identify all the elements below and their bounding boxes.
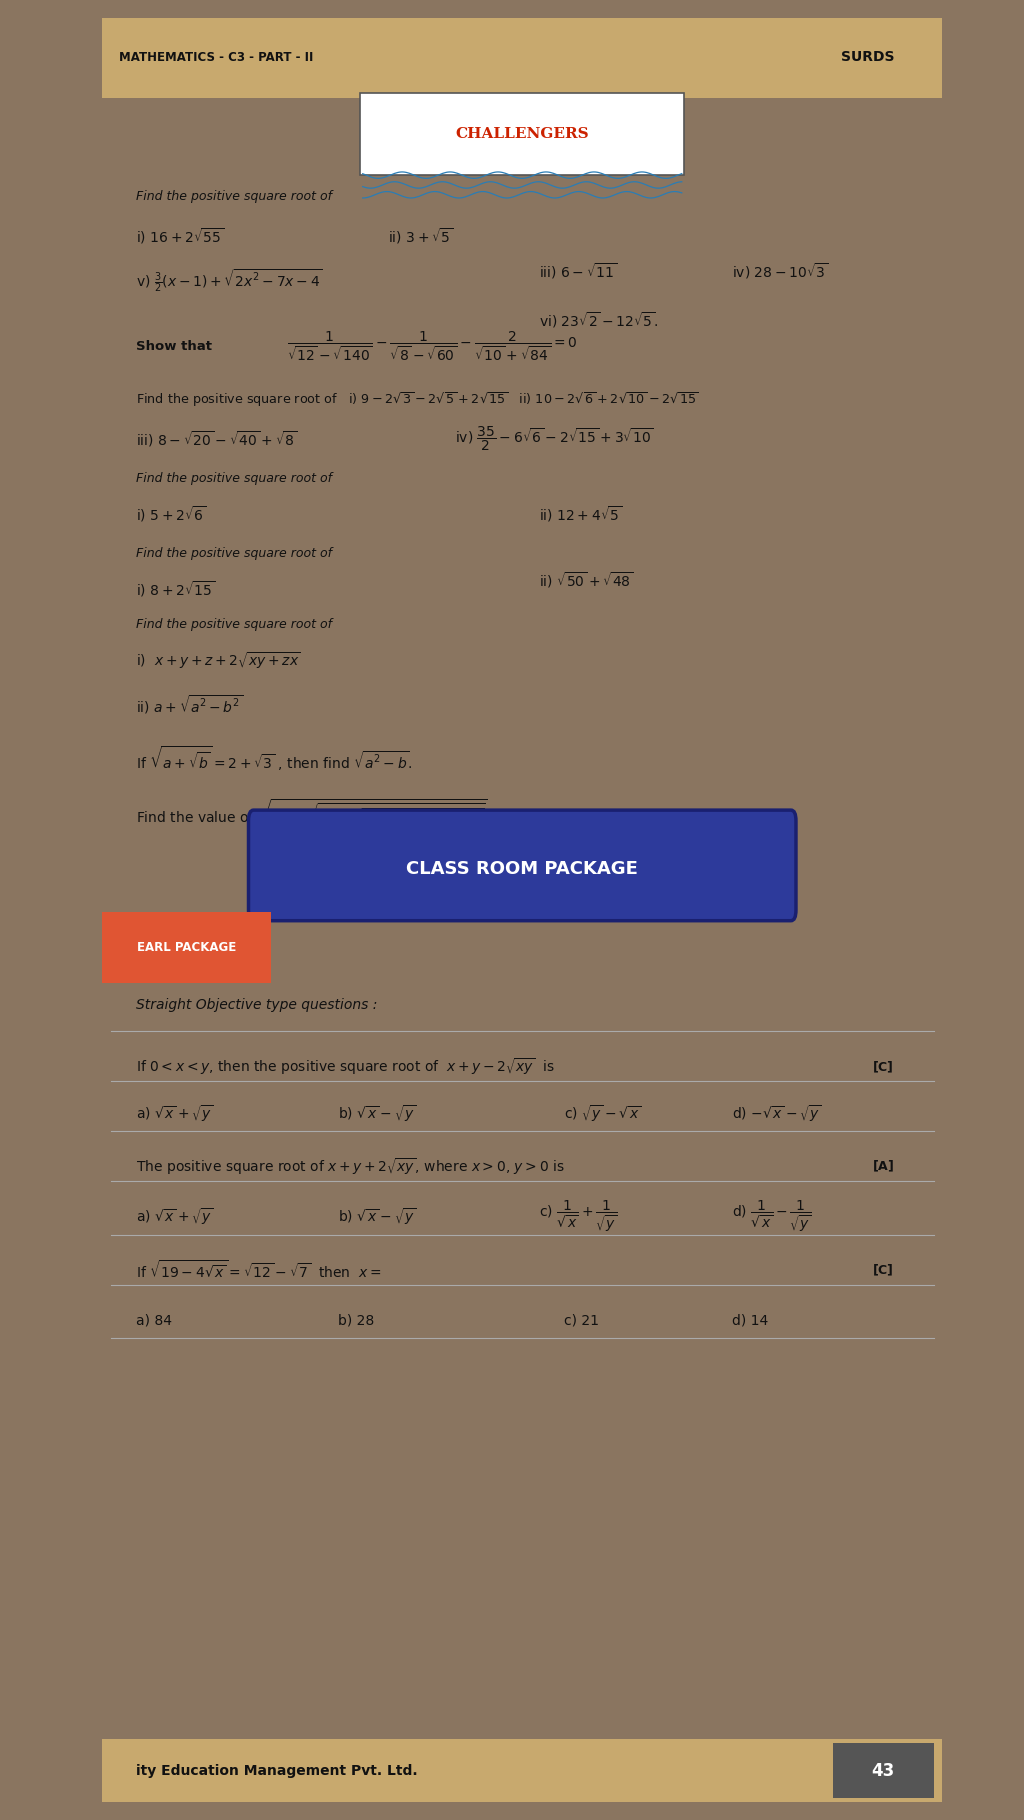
- Text: a) 84: a) 84: [136, 1314, 172, 1327]
- Text: CLASS ROOM PACKAGE: CLASS ROOM PACKAGE: [407, 861, 638, 877]
- Text: Show that: Show that: [136, 340, 212, 353]
- FancyBboxPatch shape: [102, 18, 942, 98]
- Text: i) $8 + 2\sqrt{15}$: i) $8 + 2\sqrt{15}$: [136, 579, 215, 599]
- Text: vi) $23\sqrt{2} - 12\sqrt{5}.$: vi) $23\sqrt{2} - 12\sqrt{5}.$: [539, 309, 658, 329]
- Text: $\mathbf{[C]}$: $\mathbf{[C]}$: [872, 1263, 894, 1278]
- Text: d) $-\sqrt{x} - \sqrt{y}$: d) $-\sqrt{x} - \sqrt{y}$: [732, 1103, 822, 1123]
- Text: d) 14: d) 14: [732, 1314, 768, 1327]
- Text: SURDS: SURDS: [842, 51, 895, 64]
- Text: If $0 < x < y$, then the positive square root of  $x + y - 2\sqrt{xy}$  is: If $0 < x < y$, then the positive square…: [136, 1056, 555, 1077]
- Text: Find the positive square root of   i) $9-2\sqrt{3}-2\sqrt{5}+2\sqrt{15}$   ii) $: Find the positive square root of i) $9-2…: [136, 391, 699, 410]
- Text: ii) $3 + \sqrt{5}$: ii) $3 + \sqrt{5}$: [388, 226, 454, 246]
- Text: CHALLENGERS: CHALLENGERS: [456, 127, 589, 142]
- Text: ii) $a + \sqrt{a^2 - b^2}$: ii) $a + \sqrt{a^2 - b^2}$: [136, 693, 243, 717]
- Text: iv) $28 - 10\sqrt{3}$: iv) $28 - 10\sqrt{3}$: [732, 262, 828, 282]
- Text: c) 21: c) 21: [564, 1314, 599, 1327]
- Text: i) $5 + 2\sqrt{6}$: i) $5 + 2\sqrt{6}$: [136, 504, 207, 524]
- Text: Find the positive square root of: Find the positive square root of: [136, 546, 332, 561]
- FancyBboxPatch shape: [833, 1744, 934, 1798]
- Text: MATHEMATICS - C3 - PART - II: MATHEMATICS - C3 - PART - II: [119, 51, 313, 64]
- Text: The positive square root of $x + y + 2\sqrt{xy}$, where $x > 0$, $y > 0$ is: The positive square root of $x + y + 2\s…: [136, 1156, 565, 1178]
- FancyBboxPatch shape: [101, 912, 271, 983]
- FancyBboxPatch shape: [102, 1740, 942, 1802]
- Text: b) $\sqrt{x} - \sqrt{y}$: b) $\sqrt{x} - \sqrt{y}$: [338, 1103, 416, 1123]
- Text: ii) $\sqrt{50} + \sqrt{48}$: ii) $\sqrt{50} + \sqrt{48}$: [539, 570, 634, 590]
- Text: Find the positive square root of: Find the positive square root of: [136, 471, 332, 484]
- FancyBboxPatch shape: [249, 810, 796, 921]
- Text: $\mathbf{[A]}$: $\mathbf{[A]}$: [872, 1159, 894, 1174]
- Text: ity Education Management Pvt. Ltd.: ity Education Management Pvt. Ltd.: [136, 1764, 418, 1778]
- Text: EARL PACKAGE: EARL PACKAGE: [137, 941, 236, 954]
- Text: a) $\sqrt{x} + \sqrt{y}$: a) $\sqrt{x} + \sqrt{y}$: [136, 1103, 214, 1123]
- Text: Find the value of $\sqrt{12+\sqrt{12+\sqrt{12+..........\infty}}}$.: Find the value of $\sqrt{12+\sqrt{12+\sq…: [136, 797, 490, 826]
- Text: b) 28: b) 28: [338, 1314, 374, 1327]
- Text: $\mathbf{[C]}$: $\mathbf{[C]}$: [872, 1059, 894, 1074]
- Text: iv) $\dfrac{35}{2} - 6\sqrt{6} - 2\sqrt{15} + 3\sqrt{10}$: iv) $\dfrac{35}{2} - 6\sqrt{6} - 2\sqrt{…: [455, 424, 654, 453]
- Text: Find the positive square root of: Find the positive square root of: [136, 619, 332, 632]
- Text: If $\sqrt{a+\sqrt{b}} = 2+\sqrt{3}$ , then find $\sqrt{a^2-b}$.: If $\sqrt{a+\sqrt{b}} = 2+\sqrt{3}$ , th…: [136, 744, 413, 774]
- Text: Straight Objective type questions :: Straight Objective type questions :: [136, 997, 378, 1012]
- Text: iii) $8 - \sqrt{20} - \sqrt{40} + \sqrt{8}$: iii) $8 - \sqrt{20} - \sqrt{40} + \sqrt{…: [136, 430, 297, 450]
- Text: $\dfrac{1}{\sqrt{12}-\sqrt{140}} - \dfrac{1}{\sqrt{8}-\sqrt{60}} - \dfrac{2}{\sq: $\dfrac{1}{\sqrt{12}-\sqrt{140}} - \dfra…: [287, 329, 578, 362]
- Text: If $\sqrt{19-4\sqrt{x}} = \sqrt{12} - \sqrt{7}$  then  $x =$: If $\sqrt{19-4\sqrt{x}} = \sqrt{12} - \s…: [136, 1259, 382, 1281]
- FancyBboxPatch shape: [360, 93, 684, 175]
- Text: d) $\dfrac{1}{\sqrt{x}} - \dfrac{1}{\sqrt{y}}$: d) $\dfrac{1}{\sqrt{x}} - \dfrac{1}{\sqr…: [732, 1199, 812, 1234]
- Text: b) $\sqrt{x} - \sqrt{y}$: b) $\sqrt{x} - \sqrt{y}$: [338, 1207, 416, 1227]
- Text: v) $\frac{3}{2}(x-1) + \sqrt{2x^2-7x-4}$: v) $\frac{3}{2}(x-1) + \sqrt{2x^2-7x-4}$: [136, 268, 323, 293]
- Text: c) $\sqrt{y} - \sqrt{x}$: c) $\sqrt{y} - \sqrt{x}$: [564, 1103, 641, 1123]
- Text: a) $\sqrt{x} + \sqrt{y}$: a) $\sqrt{x} + \sqrt{y}$: [136, 1207, 214, 1227]
- Text: i) $16 + 2\sqrt{55}$: i) $16 + 2\sqrt{55}$: [136, 226, 224, 246]
- Text: c) $\dfrac{1}{\sqrt{x}} + \dfrac{1}{\sqrt{y}}$: c) $\dfrac{1}{\sqrt{x}} + \dfrac{1}{\sqr…: [539, 1199, 617, 1234]
- Text: i)  $x + y + z + 2\sqrt{xy + zx}$: i) $x + y + z + 2\sqrt{xy + zx}$: [136, 650, 301, 672]
- Text: 43: 43: [871, 1762, 895, 1780]
- Text: iii) $6 - \sqrt{11}$: iii) $6 - \sqrt{11}$: [539, 262, 617, 282]
- Text: Find the positive square root of: Find the positive square root of: [136, 189, 332, 204]
- Text: ii) $12 + 4\sqrt{5}$: ii) $12 + 4\sqrt{5}$: [539, 504, 623, 524]
